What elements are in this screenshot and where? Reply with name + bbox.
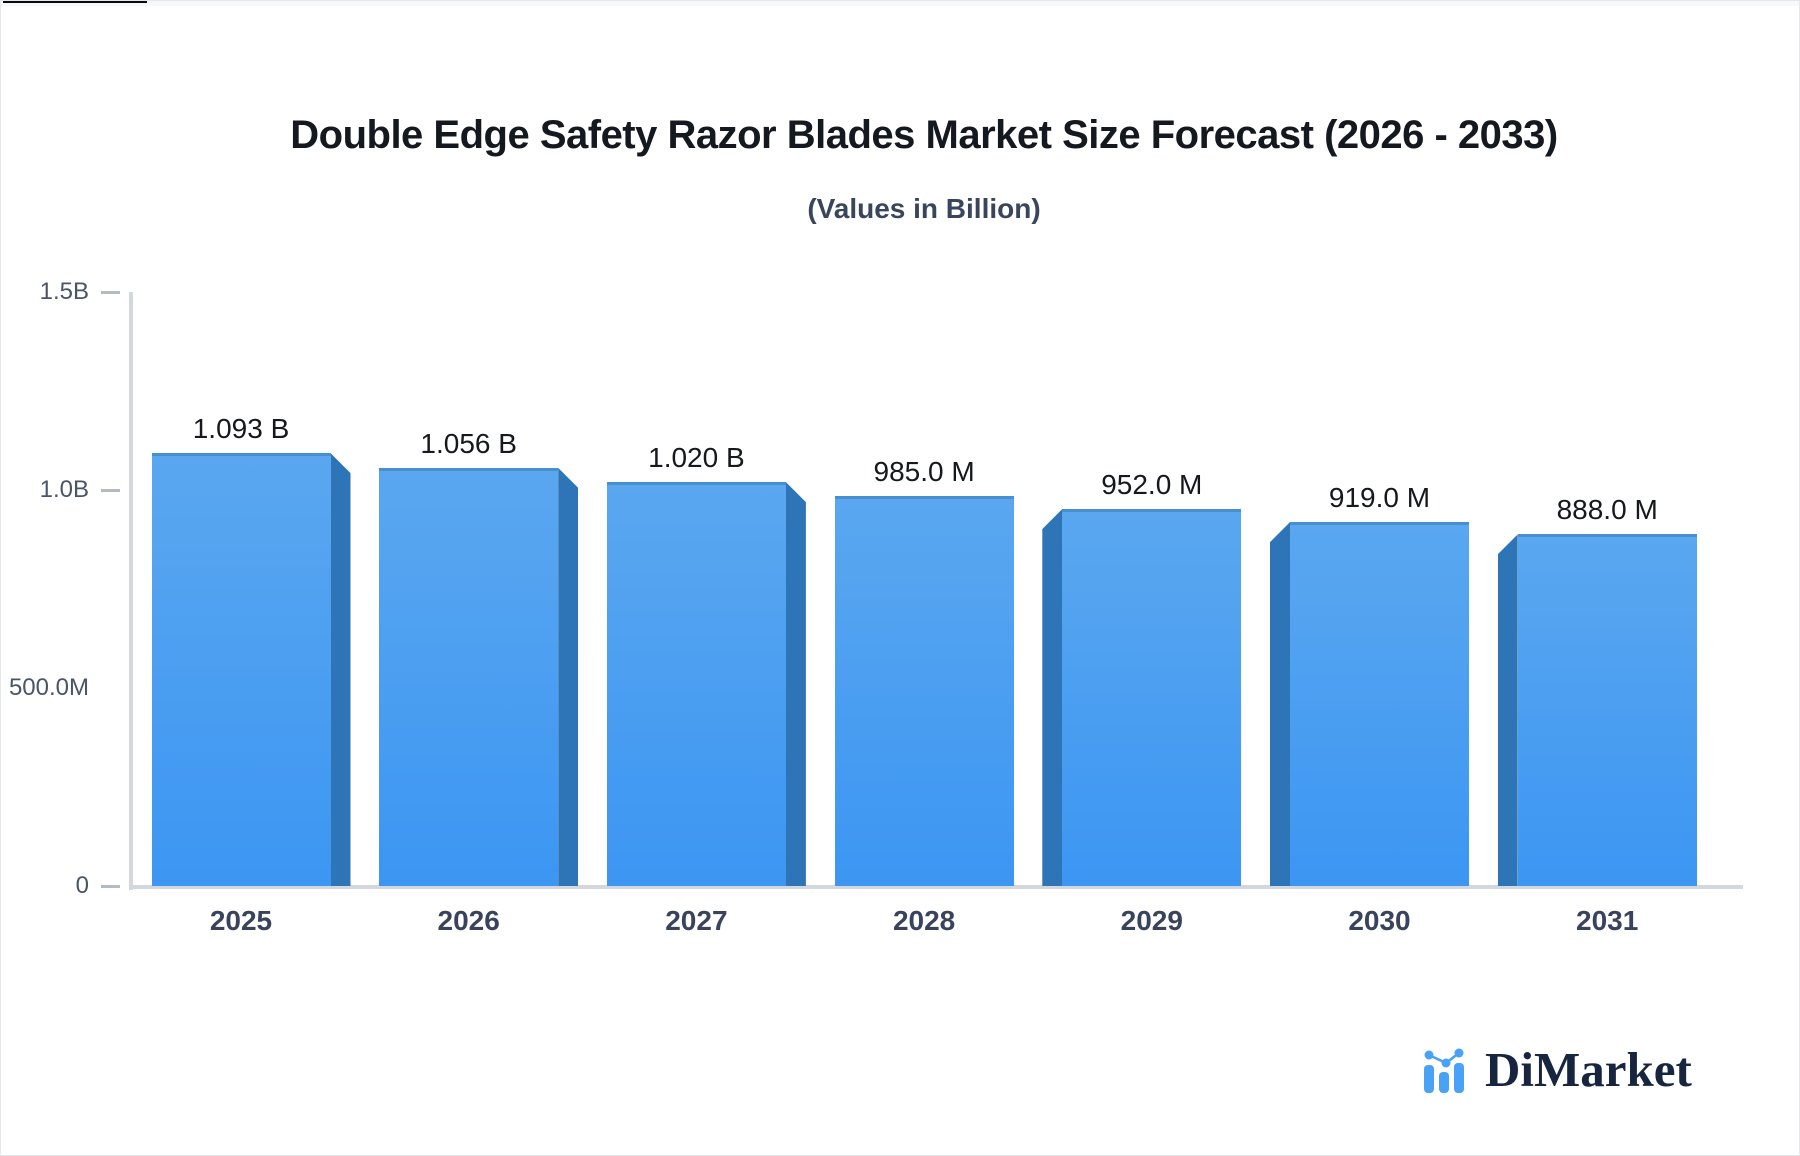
- bar-3d-side-panel: [1497, 534, 1518, 886]
- y-axis-tick-dash: [101, 885, 120, 888]
- x-axis-category-label: 2029: [1120, 905, 1183, 936]
- bar: [1517, 534, 1697, 886]
- x-axis-category-label: 2031: [1576, 905, 1639, 936]
- chart-title: Double Edge Safety Razor Blades Market S…: [290, 113, 1558, 157]
- y-axis-line: [129, 292, 133, 890]
- chart-subtitle: (Values in Billion): [807, 193, 1041, 224]
- x-axis-category-label: 2030: [1348, 905, 1411, 936]
- x-axis-category-label: 2028: [892, 905, 956, 936]
- x-axis-line: [129, 885, 1743, 889]
- bar-3d-side-panel: [785, 482, 806, 886]
- bar-value-label: 952.0 M: [1101, 469, 1203, 500]
- mini-bar-chart-icon: [1424, 1048, 1464, 1093]
- y-axis-tick-label: 1.5B: [39, 278, 89, 305]
- bar: [151, 453, 331, 886]
- bar-value-label: 888.0 M: [1556, 494, 1658, 526]
- bar-3d-side-panel: [330, 453, 351, 886]
- bar: [379, 467, 559, 886]
- y-axis-tick-label: 1.0B: [39, 476, 89, 503]
- bar: [1062, 509, 1242, 886]
- brand-logo: DiMarket: [1423, 1042, 1692, 1097]
- bar: [1290, 522, 1469, 886]
- y-axis-tick-dash: [101, 291, 120, 294]
- y-axis-tick-dash: [101, 489, 120, 492]
- y-axis-tick-label: 500.0M: [8, 674, 89, 701]
- top-edge-strip: [1, 1, 1799, 6]
- bar-3d-side-panel: [1270, 522, 1290, 886]
- bar-value-label: 985.0 M: [873, 455, 975, 487]
- x-axis-category-label: 2025: [209, 905, 273, 936]
- brand-logo-text: DiMarket: [1485, 1042, 1692, 1097]
- x-axis-category-label: 2026: [437, 905, 500, 936]
- bar: [606, 482, 786, 886]
- x-axis-category-label: 2027: [665, 905, 728, 936]
- bar-3d-side-panel: [1042, 509, 1063, 886]
- bar-value-label: 919.0 M: [1328, 482, 1431, 514]
- top-left-artifact-line: [3, 1, 147, 3]
- bar-3d-side-panel: [558, 467, 579, 886]
- bar-value-label: 1.056 B: [420, 427, 517, 459]
- bar-value-label: 1.020 B: [648, 442, 745, 474]
- bar: [834, 495, 1014, 886]
- y-axis-tick-label: 0: [75, 872, 89, 899]
- bar-value-label: 1.093 B: [192, 413, 290, 445]
